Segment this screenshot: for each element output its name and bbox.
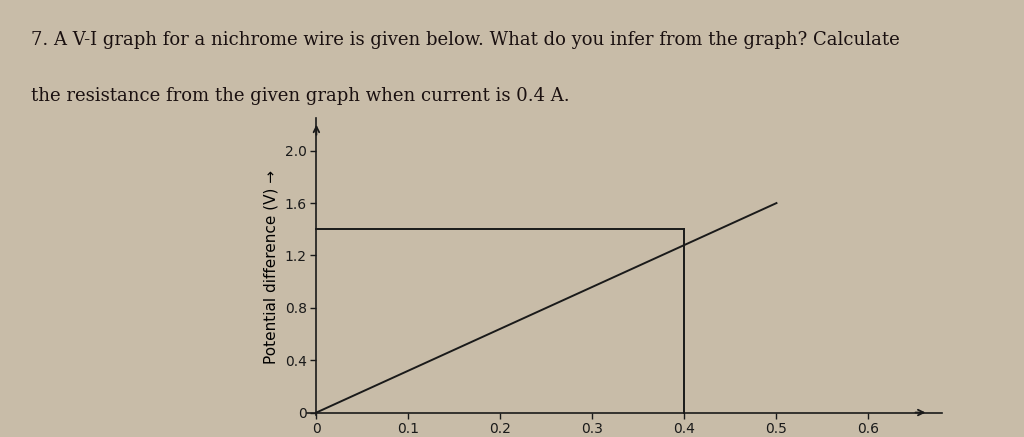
Text: the resistance from the given graph when current is 0.4 A.: the resistance from the given graph when… xyxy=(31,87,569,105)
Y-axis label: Potential difference (V) →: Potential difference (V) → xyxy=(264,170,279,364)
Text: 7. A V-I graph for a nichrome wire is given below. What do you infer from the gr: 7. A V-I graph for a nichrome wire is gi… xyxy=(31,31,899,49)
